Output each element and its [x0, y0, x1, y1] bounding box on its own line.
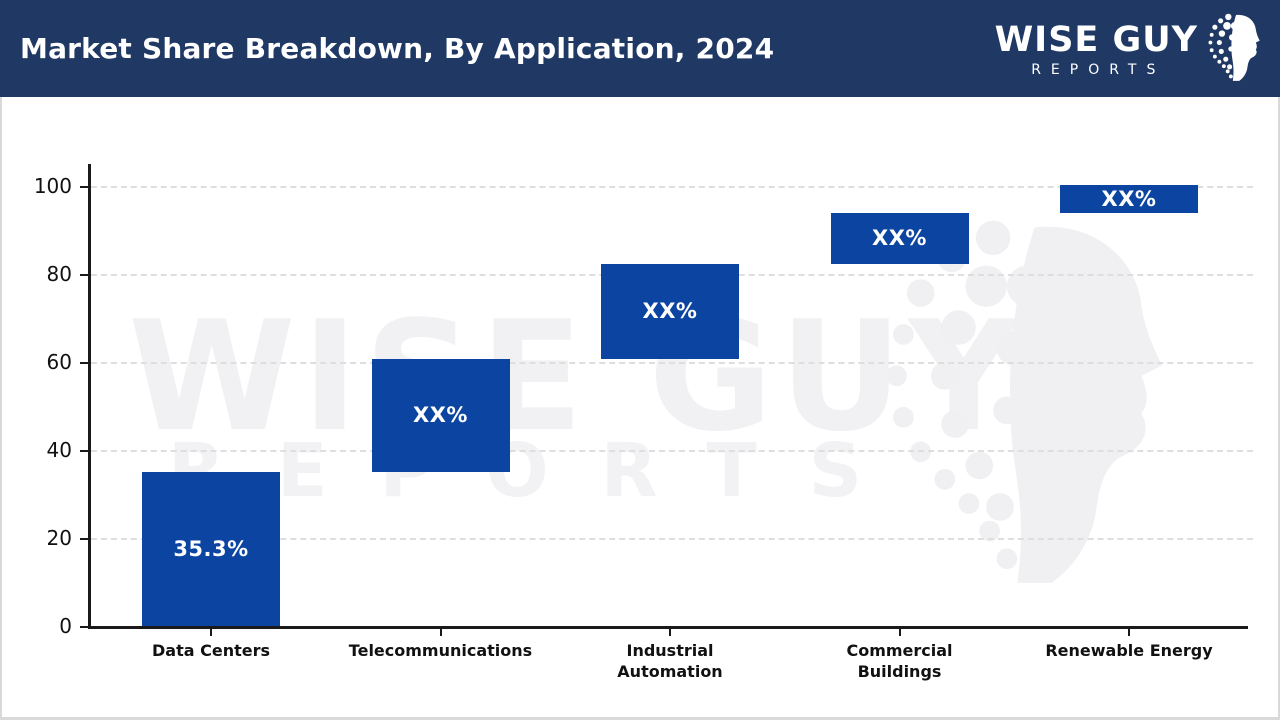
- bar: XX%: [1060, 184, 1198, 213]
- y-tick-mark: [80, 450, 89, 452]
- x-category-label: Commercial Buildings: [785, 640, 1015, 682]
- page-title: Market Share Breakdown, By Application, …: [20, 32, 775, 65]
- y-tick-label: 0: [59, 614, 72, 638]
- x-category-label-line: Telecommunications: [348, 641, 533, 660]
- x-category-label: Data Centers: [96, 640, 326, 661]
- y-tick-mark: [80, 274, 89, 276]
- y-tick-mark: [80, 626, 89, 628]
- x-tick-mark: [669, 628, 671, 636]
- x-category-label: Industrial Automation: [555, 640, 785, 682]
- y-tick-mark: [80, 538, 89, 540]
- x-category-label-line: Automation: [617, 662, 723, 681]
- bar: XX%: [601, 264, 739, 359]
- gridline: [91, 450, 1253, 452]
- page-edge-right: [1278, 97, 1280, 720]
- wiseguy-logo-text: WISE GUY REPORTS: [995, 21, 1198, 78]
- x-category-label: Telecommunications: [326, 640, 556, 661]
- x-category-label-line: Buildings: [857, 662, 942, 681]
- y-tick-label: 80: [46, 262, 72, 286]
- page-edge-left: [0, 97, 2, 720]
- bar-value-label: XX%: [642, 299, 698, 324]
- y-tick-label: 100: [33, 174, 72, 198]
- logo-reports-label: REPORTS: [1031, 61, 1166, 78]
- gridline: [91, 362, 1253, 364]
- bar-value-label: XX%: [413, 403, 468, 428]
- y-tick-mark: [80, 186, 89, 188]
- bar: XX%: [371, 358, 510, 472]
- gridline: [91, 186, 1253, 188]
- logo-head-profile-icon: [1204, 4, 1268, 94]
- y-tick-label: 60: [46, 350, 72, 374]
- bar: XX%: [830, 212, 969, 264]
- bar-value-label: XX%: [1101, 186, 1157, 211]
- x-category-label-line: Renewable Energy: [1045, 641, 1213, 660]
- bar-value-label: XX%: [872, 226, 927, 251]
- y-tick-label: 20: [46, 526, 72, 550]
- logo-wiseguy-label: WISE GUY: [994, 19, 1198, 60]
- y-tick-label: 40: [46, 438, 72, 462]
- y-tick-mark: [80, 362, 89, 364]
- x-tick-mark: [898, 628, 901, 636]
- bar-value-label: 35.3%: [173, 537, 249, 562]
- x-category-label-line: Commercial: [846, 641, 953, 660]
- x-category-label: Renewable Energy: [1014, 640, 1244, 661]
- wiseguy-logo: WISE GUY REPORTS: [995, 4, 1268, 94]
- x-category-label-line: Industrial: [626, 641, 714, 660]
- x-tick-mark: [439, 628, 442, 636]
- x-category-label-line: Data Centers: [152, 641, 270, 660]
- header-bar: Market Share Breakdown, By Application, …: [0, 0, 1280, 97]
- x-tick-mark: [1128, 628, 1130, 636]
- bar: 35.3%: [142, 471, 280, 627]
- y-axis-line: [88, 164, 91, 629]
- page-edge-bottom: [0, 717, 1280, 720]
- gridline: [91, 538, 1253, 540]
- x-tick-mark: [210, 628, 212, 636]
- x-axis-line: [88, 626, 1248, 629]
